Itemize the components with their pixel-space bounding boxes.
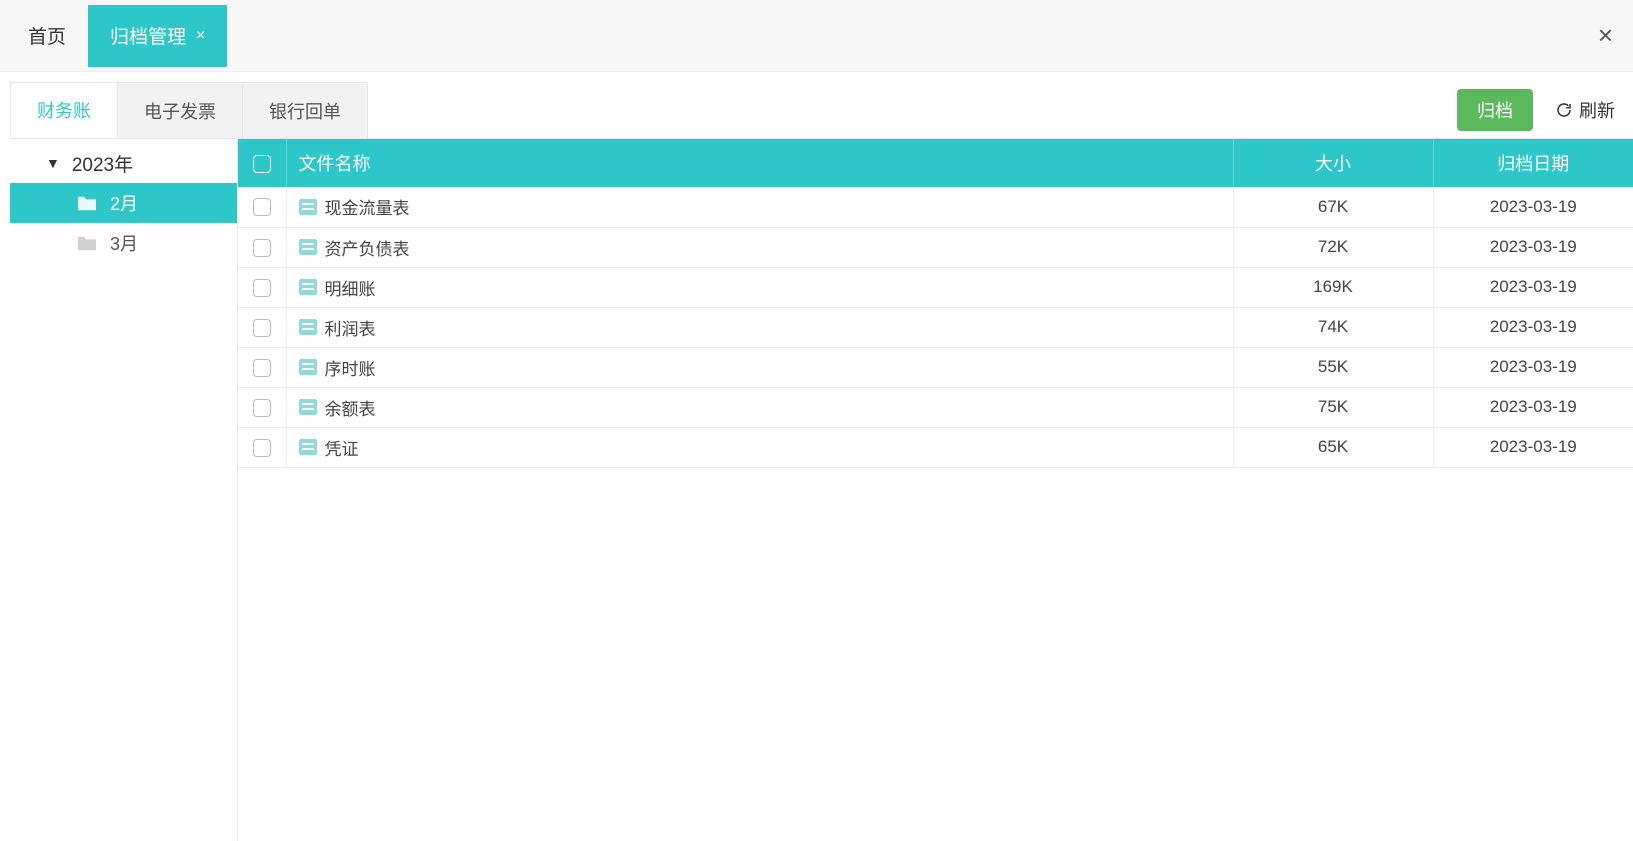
file-date: 2023-03-19 <box>1433 187 1633 227</box>
top-tab-strip: 首页 归档管理 × × <box>0 0 1633 72</box>
row-checkbox[interactable] <box>253 319 271 337</box>
file-size: 65K <box>1233 427 1433 467</box>
document-icon <box>299 399 317 415</box>
row-check-cell <box>238 347 286 387</box>
archive-button[interactable]: 归档 <box>1457 89 1533 131</box>
refresh-button[interactable]: 刷新 <box>1555 97 1615 123</box>
table-row[interactable]: 现金流量表 67K2023-03-19 <box>238 187 1633 227</box>
row-check-cell <box>238 227 286 267</box>
row-name-cell: 明细账 <box>286 267 1233 307</box>
table-row[interactable]: 资产负债表 72K2023-03-19 <box>238 227 1633 267</box>
file-table: 文件名称 大小 归档日期 现金流量表67K2023-03-19资产负债表72K2… <box>238 139 1633 468</box>
folder-icon <box>76 234 98 252</box>
table-row[interactable]: 利润表 74K2023-03-19 <box>238 307 1633 347</box>
file-size: 74K <box>1233 307 1433 347</box>
document-icon <box>299 439 317 455</box>
row-name-cell: 利润表 <box>286 307 1233 347</box>
caret-down-icon: ▼ <box>46 155 60 171</box>
row-checkbox[interactable] <box>253 359 271 377</box>
file-name: 凭证 <box>325 435 359 460</box>
file-date: 2023-03-19 <box>1433 227 1633 267</box>
row-name-cell: 现金流量表 <box>286 187 1233 227</box>
row-check-cell <box>238 387 286 427</box>
file-name: 序时账 <box>325 355 376 380</box>
document-icon <box>299 359 317 375</box>
tree-year-label: 2023年 <box>72 150 133 177</box>
row-checkbox[interactable] <box>253 239 271 257</box>
file-date: 2023-03-19 <box>1433 427 1633 467</box>
folder-icon <box>76 194 98 212</box>
row-check-cell <box>238 267 286 307</box>
sub-tab-label: 电子发票 <box>144 98 216 124</box>
sub-tab-finance[interactable]: 财务账 <box>10 82 118 138</box>
sub-tab-einvoice[interactable]: 电子发票 <box>117 82 243 138</box>
row-name-cell: 序时账 <box>286 347 1233 387</box>
file-date: 2023-03-19 <box>1433 307 1633 347</box>
sub-tab-bankreceipt[interactable]: 银行回单 <box>242 82 368 138</box>
file-size: 169K <box>1233 267 1433 307</box>
file-size: 72K <box>1233 227 1433 267</box>
table-row[interactable]: 序时账 55K2023-03-19 <box>238 347 1633 387</box>
file-date: 2023-03-19 <box>1433 347 1633 387</box>
row-check-cell <box>238 427 286 467</box>
tree-year-node[interactable]: ▼ 2023年 <box>10 143 237 183</box>
row-name-cell: 资产负债表 <box>286 227 1233 267</box>
top-tab-label: 首页 <box>28 22 66 49</box>
file-name: 资产负债表 <box>325 235 410 260</box>
action-row: 财务账 电子发票 银行回单 归档 刷新 <box>10 82 1633 138</box>
archive-button-label: 归档 <box>1477 101 1513 121</box>
row-name-cell: 凭证 <box>286 427 1233 467</box>
tree-month-node[interactable]: 2月 <box>10 183 237 223</box>
sub-tab-strip: 财务账 电子发票 银行回单 <box>10 82 367 138</box>
file-size: 75K <box>1233 387 1433 427</box>
tree-month-node[interactable]: 3月 <box>10 223 237 263</box>
file-name: 明细账 <box>325 275 376 300</box>
close-icon[interactable]: × <box>196 28 205 44</box>
top-tab-home[interactable]: 首页 <box>6 5 88 67</box>
file-table-pane: 文件名称 大小 归档日期 现金流量表67K2023-03-19资产负债表72K2… <box>238 139 1633 841</box>
col-check-header <box>238 139 286 187</box>
document-icon <box>299 239 317 255</box>
tree-month-label: 2月 <box>110 190 138 216</box>
top-tab-label: 归档管理 <box>110 22 186 49</box>
row-check-cell <box>238 307 286 347</box>
document-icon <box>299 319 317 335</box>
row-checkbox[interactable] <box>253 439 271 457</box>
row-checkbox[interactable] <box>253 198 271 216</box>
top-tab-archive[interactable]: 归档管理 × <box>88 5 227 67</box>
document-icon <box>299 279 317 295</box>
file-name: 余额表 <box>325 395 376 420</box>
refresh-label: 刷新 <box>1579 97 1615 123</box>
row-name-cell: 余额表 <box>286 387 1233 427</box>
sub-tab-label: 财务账 <box>37 97 91 123</box>
document-icon <box>299 199 317 215</box>
file-date: 2023-03-19 <box>1433 267 1633 307</box>
table-row[interactable]: 余额表 75K2023-03-19 <box>238 387 1633 427</box>
file-name: 利润表 <box>325 315 376 340</box>
col-size-header: 大小 <box>1233 139 1433 187</box>
col-name-header: 文件名称 <box>286 139 1233 187</box>
file-size: 55K <box>1233 347 1433 387</box>
col-date-header: 归档日期 <box>1433 139 1633 187</box>
file-size: 67K <box>1233 187 1433 227</box>
row-checkbox[interactable] <box>253 279 271 297</box>
table-row[interactable]: 明细账 169K2023-03-19 <box>238 267 1633 307</box>
file-date: 2023-03-19 <box>1433 387 1633 427</box>
sub-tab-label: 银行回单 <box>269 98 341 124</box>
file-name: 现金流量表 <box>325 194 410 219</box>
folder-tree: ▼ 2023年 2月 3月 <box>10 139 238 841</box>
tree-month-label: 3月 <box>110 230 138 256</box>
refresh-icon <box>1555 101 1573 119</box>
table-row[interactable]: 凭证 65K2023-03-19 <box>238 427 1633 467</box>
select-all-checkbox[interactable] <box>253 155 271 173</box>
content-split: ▼ 2023年 2月 3月 <box>10 138 1633 841</box>
row-check-cell <box>238 187 286 227</box>
workspace: 财务账 电子发票 银行回单 归档 刷新 <box>0 72 1633 841</box>
close-all-icon[interactable]: × <box>1590 16 1621 55</box>
row-checkbox[interactable] <box>253 399 271 417</box>
table-header-row: 文件名称 大小 归档日期 <box>238 139 1633 187</box>
